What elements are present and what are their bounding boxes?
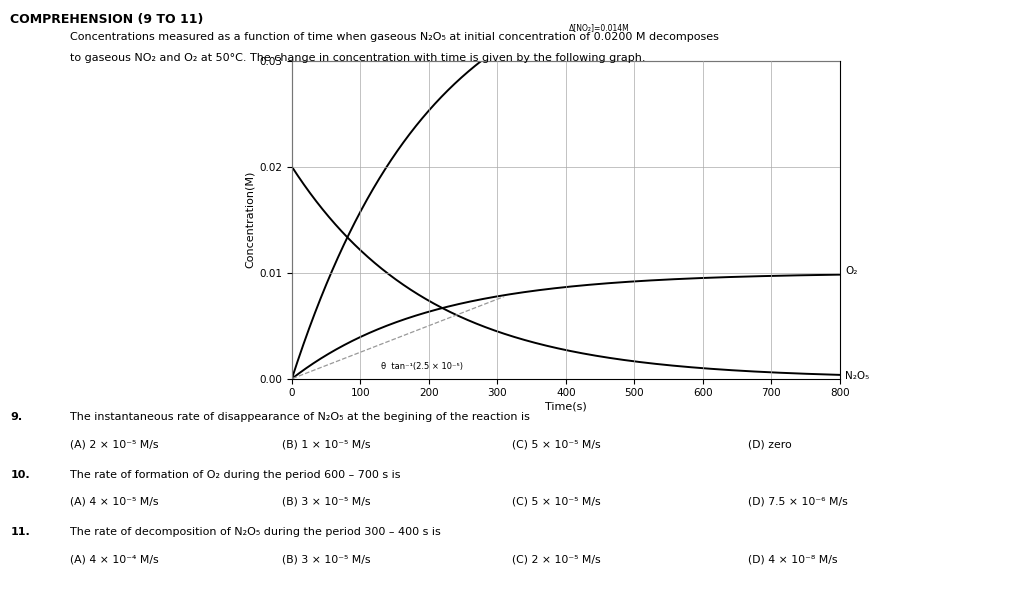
Text: Concentrations measured as a function of time when gaseous N₂O₅ at initial conce: Concentrations measured as a function of… <box>70 32 719 42</box>
Text: (B) 3 × 10⁻⁵ M/s: (B) 3 × 10⁻⁵ M/s <box>282 554 370 565</box>
Text: O₂: O₂ <box>845 267 857 276</box>
Text: to gaseous NO₂ and O₂ at 50°C. The change in concentration with time is given by: to gaseous NO₂ and O₂ at 50°C. The chang… <box>70 53 645 63</box>
Text: The rate of formation of O₂ during the period 600 – 700 s is: The rate of formation of O₂ during the p… <box>70 470 400 480</box>
Text: 11.: 11. <box>10 527 30 538</box>
Text: (D) 7.5 × 10⁻⁶ M/s: (D) 7.5 × 10⁻⁶ M/s <box>748 497 847 507</box>
Text: (C) 5 × 10⁻⁵ M/s: (C) 5 × 10⁻⁵ M/s <box>512 439 601 450</box>
Text: Δ[NO₂]=0.014M: Δ[NO₂]=0.014M <box>568 23 630 32</box>
Text: The instantaneous rate of disappearance of N₂O₅ at the begining of the reaction : The instantaneous rate of disappearance … <box>70 412 529 422</box>
Text: N₂O₅: N₂O₅ <box>845 371 869 381</box>
Text: (D) zero: (D) zero <box>748 439 792 450</box>
X-axis label: Time(s): Time(s) <box>545 401 587 411</box>
Text: 9.: 9. <box>10 412 23 422</box>
Text: (C) 2 × 10⁻⁵ M/s: (C) 2 × 10⁻⁵ M/s <box>512 554 601 565</box>
Text: θ  tan⁻¹(2.5 × 10⁻⁵): θ tan⁻¹(2.5 × 10⁻⁵) <box>381 362 463 371</box>
Text: (B) 3 × 10⁻⁵ M/s: (B) 3 × 10⁻⁵ M/s <box>282 497 370 507</box>
Text: COMPREHENSION (9 TO 11): COMPREHENSION (9 TO 11) <box>10 13 204 26</box>
Text: (D) 4 × 10⁻⁸ M/s: (D) 4 × 10⁻⁸ M/s <box>748 554 837 565</box>
Text: (B) 1 × 10⁻⁵ M/s: (B) 1 × 10⁻⁵ M/s <box>282 439 370 450</box>
Text: 10.: 10. <box>10 470 30 480</box>
Text: The rate of decomposition of N₂O₅ during the period 300 – 400 s is: The rate of decomposition of N₂O₅ during… <box>70 527 440 538</box>
Text: (A) 2 × 10⁻⁵ M/s: (A) 2 × 10⁻⁵ M/s <box>70 439 158 450</box>
Text: (A) 4 × 10⁻⁵ M/s: (A) 4 × 10⁻⁵ M/s <box>70 497 158 507</box>
Y-axis label: Concentration(M): Concentration(M) <box>245 171 255 268</box>
Text: (C) 5 × 10⁻⁵ M/s: (C) 5 × 10⁻⁵ M/s <box>512 497 601 507</box>
Text: (A) 4 × 10⁻⁴ M/s: (A) 4 × 10⁻⁴ M/s <box>70 554 159 565</box>
